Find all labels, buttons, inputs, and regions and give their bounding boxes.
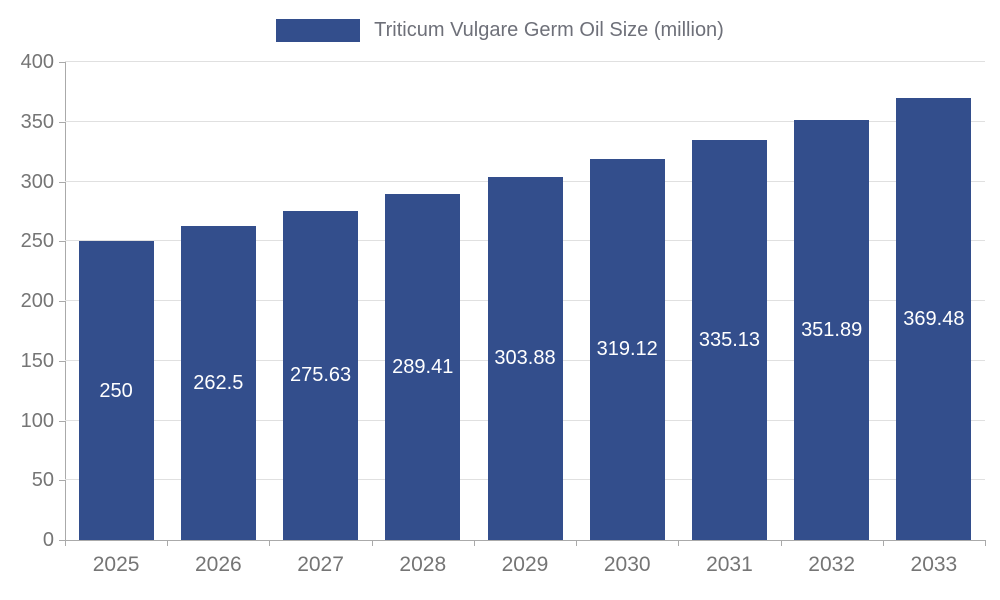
x-axis-tick [576, 540, 578, 546]
x-tick-label: 2026 [194, 553, 242, 576]
x-tick-label: 2028 [399, 553, 447, 576]
y-tick-label: 300 [20, 170, 54, 193]
y-axis-tick [59, 181, 65, 183]
x-axis-line [65, 540, 986, 541]
bar-value-label: 289.41 [392, 356, 454, 379]
bar[interactable] [691, 139, 767, 540]
bar[interactable] [180, 226, 256, 540]
x-axis-tick [167, 540, 169, 546]
x-tick-label: 2030 [603, 553, 651, 576]
y-tick-label: 50 [31, 469, 54, 492]
bar[interactable] [487, 176, 563, 540]
x-axis-tick [678, 540, 680, 546]
y-axis-tick [59, 360, 65, 362]
grid-line [65, 120, 985, 122]
y-axis-line [65, 62, 66, 541]
y-tick-label: 150 [20, 349, 54, 372]
grid-line [65, 61, 985, 62]
bar-value-label: 335.13 [698, 328, 761, 351]
y-axis-tick [59, 62, 65, 63]
x-axis-tick [882, 540, 884, 546]
y-tick-label: 350 [20, 110, 54, 133]
x-tick-label: 2029 [501, 553, 549, 576]
y-axis-tick [59, 301, 65, 302]
bar-value-label: 319.12 [596, 338, 658, 361]
x-axis-tick [65, 540, 66, 546]
bar-value-label: 369.48 [903, 308, 965, 331]
x-axis-tick [473, 540, 475, 546]
y-axis-tick [59, 480, 65, 482]
x-tick-label: 2032 [808, 553, 856, 576]
y-axis-tick [59, 420, 65, 422]
y-tick-label: 100 [20, 409, 54, 432]
bar[interactable] [385, 194, 461, 540]
y-tick-label: 400 [20, 51, 54, 73]
bar[interactable] [78, 241, 154, 540]
bar[interactable] [896, 98, 972, 540]
y-axis-tick [59, 241, 65, 243]
y-tick-label: 250 [20, 230, 54, 253]
bar-value-label: 262.5 [193, 372, 244, 395]
legend-label: Triticum Vulgare Germ Oil Size (million) [374, 19, 724, 41]
bar[interactable] [794, 119, 870, 540]
x-axis-tick [780, 540, 782, 546]
x-tick-label: 2025 [92, 553, 140, 576]
x-tick-label: 2027 [297, 553, 344, 576]
x-axis-tick [371, 540, 373, 546]
bar[interactable] [589, 158, 665, 540]
plot-area: 250 262.5 275.63 289.41 303.88 319.12 335.13 35… [65, 61, 985, 540]
y-tick-label: 200 [20, 290, 54, 312]
bar-value-label: 250 [99, 379, 133, 402]
y-axis-tick [59, 121, 65, 123]
legend-item[interactable]: Triticum Vulgare Germ Oil Size (million) [0, 17, 1000, 43]
y-tick-label: 0 [42, 529, 54, 551]
bar[interactable] [283, 210, 359, 540]
y-axis-tick [59, 540, 65, 541]
bar-value-label: 351.89 [801, 318, 863, 341]
x-tick-label: 2031 [706, 553, 753, 576]
x-axis-tick [985, 540, 986, 546]
x-tick-label: 2033 [910, 553, 958, 576]
bar-value-label: 275.63 [289, 364, 352, 387]
bar-value-label: 303.88 [494, 347, 556, 370]
x-axis-tick [269, 540, 271, 546]
legend-swatch [276, 18, 361, 42]
